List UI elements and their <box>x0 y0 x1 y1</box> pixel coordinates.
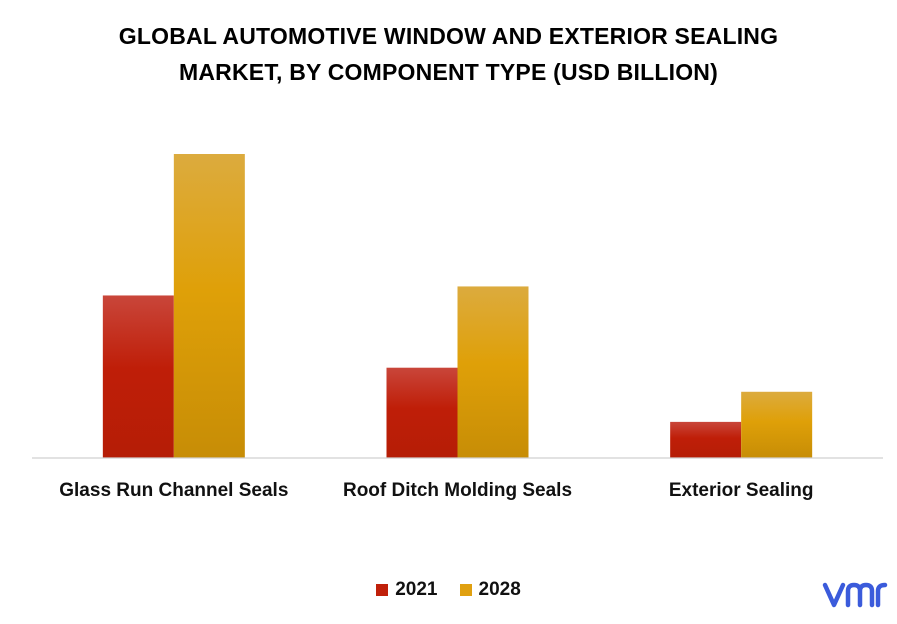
legend-item-2021: 2021 <box>376 579 438 601</box>
category-label-roof-ditch-molding-seals: Roof Ditch Molding Seals <box>343 480 572 501</box>
chart-title-line-1: GLOBAL AUTOMOTIVE WINDOW AND EXTERIOR SE… <box>118 23 779 49</box>
chart-title: GLOBAL AUTOMOTIVE WINDOW AND EXTERIOR SE… <box>40 18 857 90</box>
legend-item-2028: 2028 <box>459 579 521 601</box>
category-label-exterior-sealing: Exterior Sealing <box>669 480 814 501</box>
bar-2028-glass-run-channel-seals <box>173 154 245 458</box>
legend: 2021 2028 <box>0 579 897 601</box>
legend-label-2021: 2021 <box>395 579 438 600</box>
bar-2021-roof-ditch-molding-seals <box>386 367 458 458</box>
bar-2021-glass-run-channel-seals <box>102 295 174 458</box>
bars-layer <box>102 154 813 458</box>
bar-2021-exterior-sealing <box>670 421 742 458</box>
category-labels: Glass Run Channel Seals Roof Ditch Moldin… <box>59 480 813 501</box>
bar-2028-exterior-sealing <box>741 391 813 458</box>
chart-title-line-2: MARKET, BY COMPONENT TYPE (USD BILLION) <box>179 59 718 85</box>
legend-swatch-2021 <box>376 584 389 596</box>
bar-2028-roof-ditch-molding-seals <box>457 286 529 458</box>
vmr-logo-icon <box>821 575 891 620</box>
legend-swatch-2028 <box>459 584 472 596</box>
legend-label-2028: 2028 <box>478 579 521 600</box>
category-label-glass-run-channel-seals: Glass Run Channel Seals <box>59 480 288 501</box>
